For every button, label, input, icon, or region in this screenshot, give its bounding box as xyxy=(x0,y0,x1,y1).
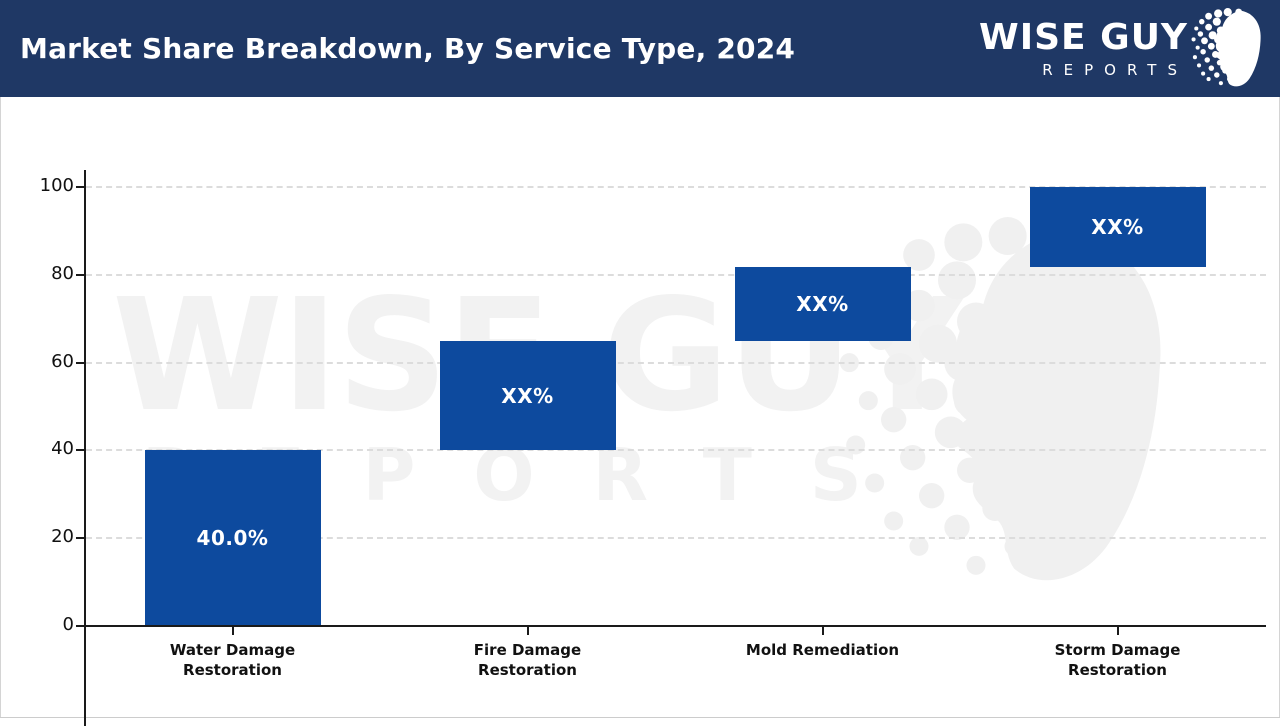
y-tick-label: 0 xyxy=(62,614,74,635)
y-tick-mark xyxy=(76,537,84,540)
gridline xyxy=(86,449,1266,452)
x-tick-mark xyxy=(526,627,529,635)
y-tick-label: 100 xyxy=(39,175,74,196)
bottom-divider xyxy=(0,717,1280,718)
wiseguy-face-icon xyxy=(1191,8,1261,87)
y-tick-label: 20 xyxy=(51,526,74,548)
bar-value-label: XX% xyxy=(1091,214,1144,239)
y-tick-mark xyxy=(76,625,84,627)
y-tick-label: 40 xyxy=(51,438,74,460)
page-title: Market Share Breakdown, By Service Type,… xyxy=(20,32,796,65)
bar-value-label: XX% xyxy=(796,291,849,316)
gridline xyxy=(86,361,1266,364)
x-axis-line xyxy=(84,625,1266,627)
wiseguy-logo-wordmark: WISE GUY xyxy=(978,17,1188,58)
x-category-label: Storm Damage Restoration xyxy=(1054,641,1181,679)
bar-value-label: 40.0% xyxy=(196,526,269,551)
bar: XX% xyxy=(439,340,616,451)
bar: XX% xyxy=(1029,187,1206,267)
bar: XX% xyxy=(734,266,911,341)
chart-area: WISE GUY REPORTS 0 20 40 60 80 100 40.0% XX% X xyxy=(0,97,1280,726)
gridline xyxy=(86,537,1266,540)
bar: 40.0% xyxy=(144,450,321,626)
y-tick-mark xyxy=(76,186,84,188)
gridline xyxy=(86,186,1266,188)
x-category-label: Water Damage Restoration xyxy=(169,641,296,679)
x-category-label: Fire Damage Restoration xyxy=(473,641,582,679)
wiseguy-logo: WISE GUY REPORTS xyxy=(979,6,1266,92)
x-tick-mark xyxy=(231,627,234,635)
y-tick-mark xyxy=(76,449,84,452)
x-tick-mark xyxy=(821,627,824,635)
wiseguy-logo-text: WISE GUY REPORTS xyxy=(978,17,1188,80)
y-tick-label: 60 xyxy=(51,350,74,372)
header-band: Market Share Breakdown, By Service Type,… xyxy=(0,0,1280,97)
y-axis-line xyxy=(84,170,86,726)
bar-value-label: XX% xyxy=(501,383,554,408)
x-category-label: Mold Remediation xyxy=(745,641,900,659)
x-tick-mark xyxy=(1116,627,1119,635)
y-tick-label: 80 xyxy=(51,262,74,284)
gridline xyxy=(86,273,1266,276)
y-tick-mark xyxy=(76,361,84,364)
y-tick-mark xyxy=(76,273,84,276)
wiseguy-logo-subtitle: REPORTS xyxy=(1042,61,1188,79)
